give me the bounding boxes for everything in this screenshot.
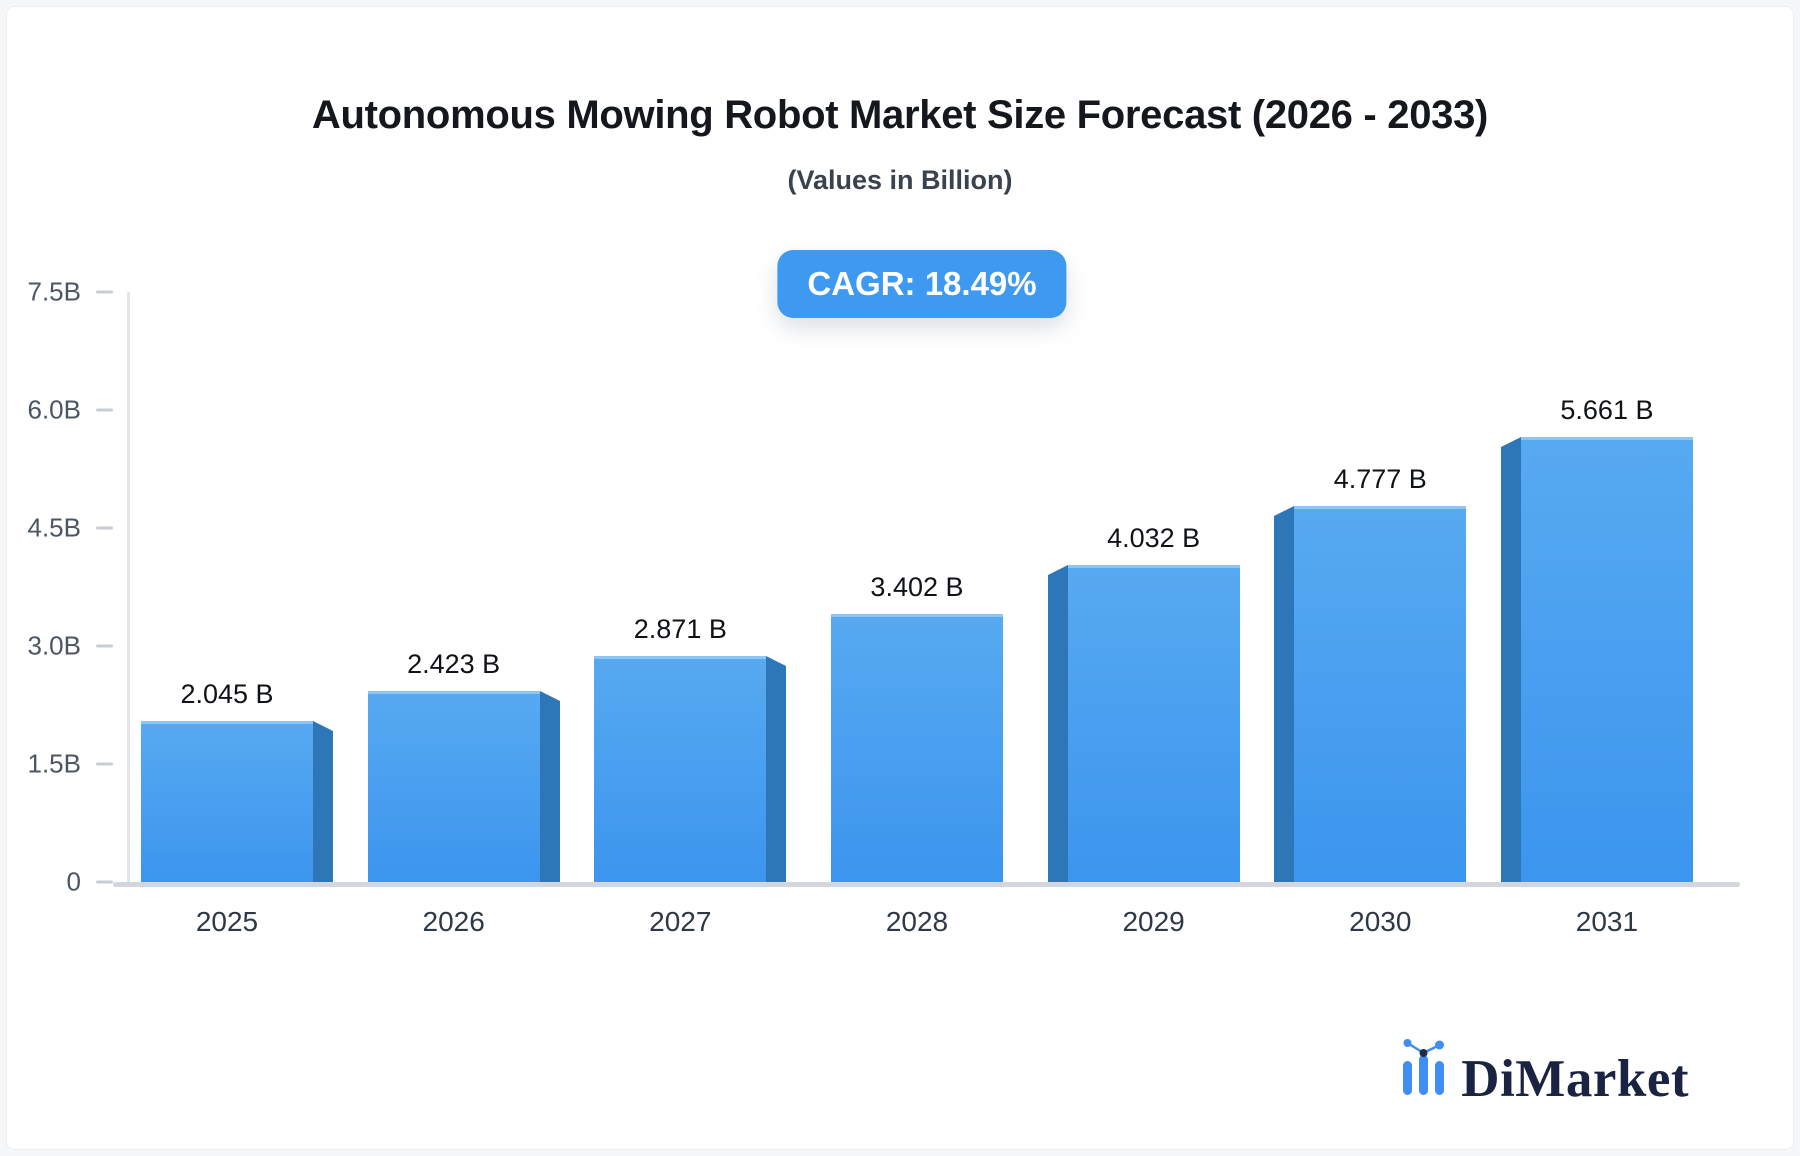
bar-slot: 5.661 B 2031 [1500, 292, 1693, 937]
bar-value-label: 4.032 B [1107, 523, 1201, 553]
y-tick-mark [96, 290, 113, 294]
y-tick: 0 [15, 867, 113, 898]
chart-card: Autonomous Mowing Robot Market Size Fore… [6, 6, 1794, 1150]
bars-row: 2.045 B 2025 2.423 B 2026 2.871 B 2027 3.402 B… [127, 292, 1742, 937]
bar-slot: 2.871 B 2027 [594, 292, 787, 937]
bar-slot: 2.423 B 2026 [367, 292, 560, 937]
y-tick-mark [96, 526, 113, 530]
bar-2031 [1500, 437, 1693, 882]
x-axis-label: 2025 [195, 906, 259, 937]
y-tick: 4.5B [15, 513, 113, 544]
y-tick: 3.0B [15, 631, 113, 662]
y-tick-label: 1.5B [27, 748, 82, 779]
y-tick-label: 4.5B [27, 512, 82, 543]
y-tick-label: 6.0B [27, 394, 82, 425]
bar-2029 [1047, 565, 1240, 882]
bar-line-chart-icon [1403, 1039, 1445, 1095]
bar-2028 [830, 614, 1003, 882]
bar-2026 [367, 691, 560, 882]
y-tick: 6.0B [15, 395, 113, 426]
bar-value-label: 3.402 B [870, 572, 964, 602]
bar-2030 [1274, 506, 1467, 882]
x-axis-label: 2031 [1575, 906, 1639, 937]
bar-slot: 4.777 B 2030 [1274, 292, 1467, 937]
x-axis-label: 2028 [885, 906, 949, 937]
chart-title: Autonomous Mowing Robot Market Size Fore… [311, 93, 1489, 137]
y-tick-mark [96, 762, 113, 766]
cagr-badge: CAGR: 18.49% [777, 250, 1067, 318]
bar-2027 [594, 656, 787, 882]
x-axis-label: 2029 [1122, 906, 1185, 937]
x-axis-label: 2027 [649, 906, 712, 937]
chart-subtitle: (Values in Billion) [787, 165, 1013, 195]
y-tick: 1.5B [15, 749, 113, 780]
x-axis-label: 2026 [422, 906, 485, 937]
y-tick-label: 0 [66, 866, 81, 897]
dimarket-logo: DiMarket [1401, 1035, 1689, 1106]
bar-slot: 3.402 B 2028 [821, 292, 1013, 937]
bar-value-label: 2.423 B [407, 649, 501, 679]
y-tick-label: 3.0B [27, 630, 82, 661]
bar-value-label: 5.661 B [1560, 395, 1654, 425]
bar-value-label: 4.777 B [1333, 464, 1427, 494]
y-tick-mark [96, 644, 113, 648]
y-tick-mark [96, 408, 113, 412]
dimarket-logo-text: DiMarket [1461, 1050, 1689, 1108]
y-tick-mark [96, 880, 113, 884]
plot-area: 0 1.5B 3.0B 4.5B 6.0B 7.5B 2.045 B 2025 2.423 B… [28, 277, 1742, 937]
y-tick-label: 7.5B [27, 276, 82, 307]
bar-slot: 2.045 B 2025 [141, 292, 333, 937]
x-axis-label: 2030 [1349, 906, 1412, 937]
y-tick: 7.5B [15, 277, 113, 308]
bar-value-label: 2.871 B [633, 614, 727, 644]
bar-slot: 4.032 B 2029 [1047, 292, 1240, 937]
x-axis-line [113, 882, 1740, 887]
bar-2025 [141, 721, 333, 882]
bar-value-label: 2.045 B [180, 679, 274, 709]
y-axis-line [127, 292, 130, 882]
